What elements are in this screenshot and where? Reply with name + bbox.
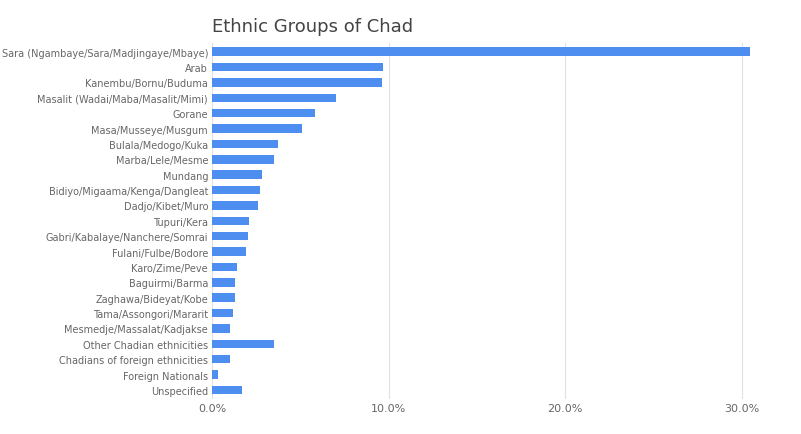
Bar — [212, 125, 302, 134]
Bar — [212, 95, 336, 103]
Bar — [212, 263, 237, 272]
Bar — [212, 309, 233, 318]
Bar — [212, 386, 242, 395]
Bar — [212, 64, 384, 72]
Bar — [212, 233, 248, 241]
Bar — [212, 110, 315, 118]
Bar — [212, 355, 230, 364]
Bar — [212, 217, 249, 226]
Bar — [212, 279, 235, 287]
Bar — [212, 294, 235, 302]
Bar — [212, 187, 260, 195]
Bar — [212, 156, 274, 164]
Text: Ethnic Groups of Chad: Ethnic Groups of Chad — [212, 18, 413, 36]
Bar — [212, 248, 246, 256]
Bar — [212, 325, 230, 333]
Bar — [212, 48, 751, 57]
Bar — [212, 202, 258, 210]
Bar — [212, 171, 262, 180]
Bar — [212, 79, 382, 88]
Bar — [212, 371, 218, 379]
Bar — [212, 340, 274, 348]
Bar — [212, 141, 278, 149]
